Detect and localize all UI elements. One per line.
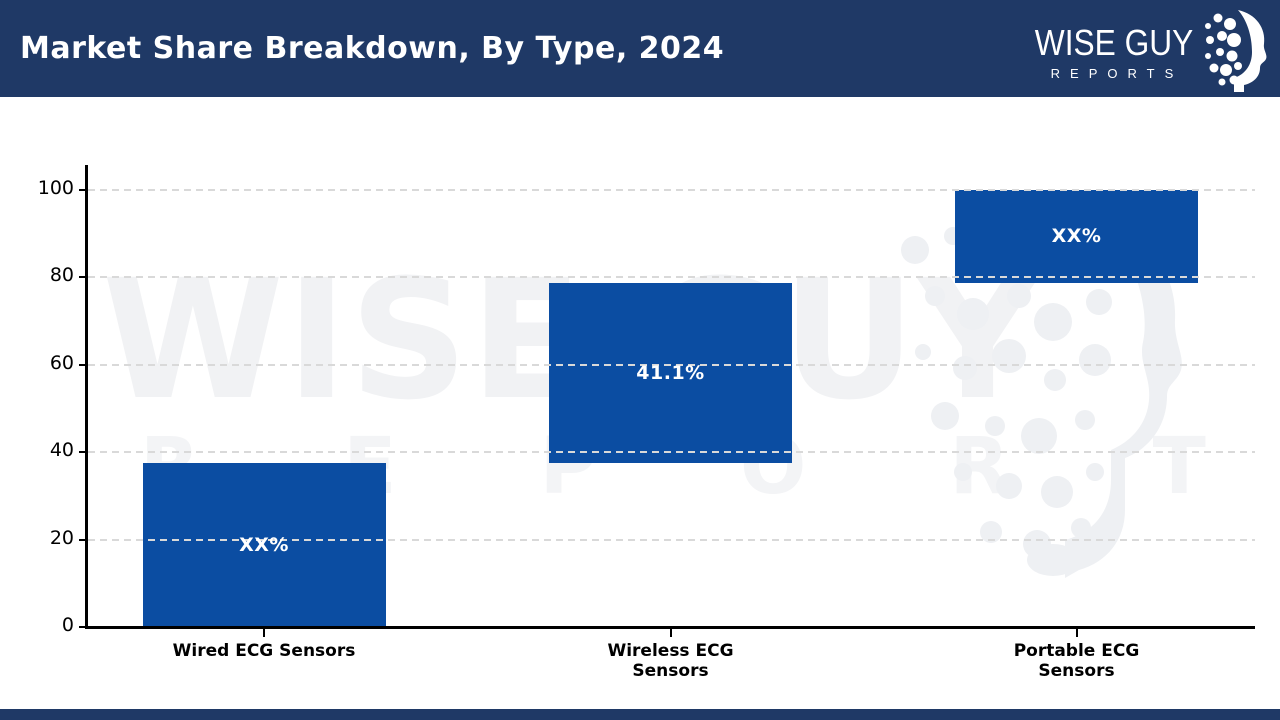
bar-value-label: XX% (239, 533, 289, 556)
gridline-60 (88, 363, 1255, 366)
y-tick-label: 20 (49, 526, 74, 549)
brand-name: WISE GUY (1034, 22, 1194, 63)
header-bar: Market Share Breakdown, By Type, 2024 WI… (0, 0, 1280, 97)
y-tick-mark (79, 538, 87, 541)
bar-wired-ecg-sensors (142, 462, 386, 627)
brand-logo-text: WISE GUY REPORTS (1024, 22, 1204, 81)
y-tick-mark (79, 276, 87, 279)
bar-value-label: XX% (1051, 225, 1102, 248)
y-tick-mark (79, 188, 87, 191)
x-category-label: Wired ECG Sensors (149, 641, 379, 661)
bar-value-label: 41.1% (636, 362, 705, 385)
x-category-label-line: Sensors (1038, 661, 1115, 682)
y-tick-label: 80 (49, 264, 74, 287)
gridline-80 (88, 276, 1255, 279)
bar-portable-ecg-sensors (955, 189, 1198, 284)
x-tick-mark (669, 629, 672, 637)
page-title: Market Share Breakdown, By Type, 2024 (20, 31, 725, 66)
x-axis-spine (85, 626, 1255, 629)
x-tick-mark (1075, 629, 1078, 637)
x-category-label: Portable ECG Sensors (962, 641, 1192, 682)
y-tick-label: 0 (61, 614, 74, 636)
gridline-20 (88, 538, 1255, 541)
brand-head-icon (1205, 10, 1267, 92)
x-category-label-line: Wired ECG Sensors (172, 641, 356, 661)
y-tick-mark (79, 451, 87, 454)
x-tick-mark (263, 629, 265, 637)
brand-subtitle: REPORTS (1050, 66, 1184, 81)
bar-wireless-ecg-sensors (549, 283, 792, 463)
footer-bar (0, 709, 1280, 720)
y-tick-label: 100 (37, 176, 74, 199)
gridline-40 (88, 451, 1255, 454)
y-tick-mark (79, 363, 87, 366)
x-category-label: Wireless ECG Sensors (556, 641, 786, 682)
x-category-label-line: Portable ECG (1013, 641, 1140, 661)
y-tick-mark (79, 626, 87, 628)
x-category-label-line: Wireless ECG (607, 641, 734, 661)
y-tick-label: 60 (49, 351, 74, 374)
gridline-100 (88, 188, 1255, 191)
x-category-label-line: Sensors (632, 661, 709, 682)
y-axis-spine (85, 165, 88, 629)
y-tick-label: 40 (49, 439, 74, 462)
brand-logo: WISE GUY REPORTS (1020, 4, 1270, 94)
